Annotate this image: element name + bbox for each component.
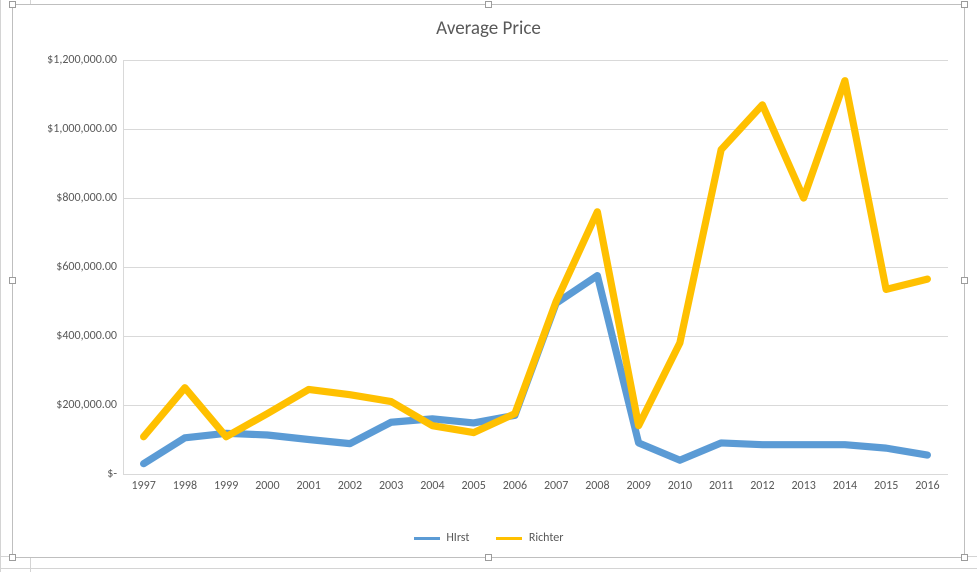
chart-series-canvas	[123, 60, 948, 474]
sheet-row-line	[0, 568, 977, 569]
x-tick-label: 2008	[585, 479, 609, 493]
x-tick-label: 2006	[503, 479, 527, 493]
y-tick-label: $200,000.00	[56, 398, 117, 412]
selection-handle[interactable]	[485, 1, 492, 8]
x-tick-label: 2009	[626, 479, 650, 493]
x-tick-label: 1999	[214, 479, 238, 493]
selection-handle[interactable]	[9, 554, 16, 561]
selection-handle[interactable]	[961, 1, 968, 8]
x-tick-label: 2011	[709, 479, 733, 493]
spreadsheet-sheet: Average Price $-$200,000.00$400,000.00$6…	[0, 0, 977, 572]
legend-swatch-richter	[496, 537, 522, 540]
y-tick-label: $-	[107, 467, 117, 481]
legend-item-hirst[interactable]: HIrst	[414, 531, 470, 545]
x-tick-label: 2012	[750, 479, 774, 493]
x-tick-label: 2014	[833, 479, 857, 493]
selection-handle[interactable]	[961, 554, 968, 561]
chart-legend[interactable]: HIrst Richter	[13, 531, 964, 545]
x-tick-label: 2004	[420, 479, 444, 493]
y-gridline	[123, 474, 948, 475]
legend-label-hirst: HIrst	[446, 531, 469, 545]
chart-title[interactable]: Average Price	[13, 17, 964, 40]
chart-object[interactable]: Average Price $-$200,000.00$400,000.00$6…	[12, 4, 965, 558]
x-tick-label: 2000	[255, 479, 279, 493]
x-tick-label: 2010	[668, 479, 692, 493]
x-tick-label: 2001	[296, 479, 320, 493]
x-tick-label: 1998	[173, 479, 197, 493]
x-tick-label: 1997	[131, 479, 155, 493]
selection-handle[interactable]	[9, 277, 16, 284]
y-tick-label: $600,000.00	[56, 260, 117, 274]
sheet-col-line	[0, 0, 1, 572]
x-tick-label: 2007	[544, 479, 568, 493]
legend-label-richter: Richter	[529, 531, 564, 545]
legend-item-richter[interactable]: Richter	[496, 531, 563, 545]
x-tick-label: 2005	[461, 479, 485, 493]
x-tick-label: 2016	[915, 479, 939, 493]
chart-plot-area[interactable]: $-$200,000.00$400,000.00$600,000.00$800,…	[123, 60, 948, 474]
x-tick-label: 2015	[874, 479, 898, 493]
x-tick-label: 2003	[379, 479, 403, 493]
selection-handle[interactable]	[961, 277, 968, 284]
y-tick-label: $1,200,000.00	[47, 53, 117, 67]
y-tick-label: $400,000.00	[56, 329, 117, 343]
series-line-hirst[interactable]	[144, 276, 928, 464]
selection-handle[interactable]	[485, 554, 492, 561]
series-line-richter[interactable]	[144, 81, 928, 437]
x-tick-label: 2013	[791, 479, 815, 493]
y-tick-label: $800,000.00	[56, 191, 117, 205]
selection-handle[interactable]	[9, 1, 16, 8]
y-tick-label: $1,000,000.00	[47, 122, 117, 136]
legend-swatch-hirst	[414, 537, 440, 540]
x-tick-label: 2002	[338, 479, 362, 493]
